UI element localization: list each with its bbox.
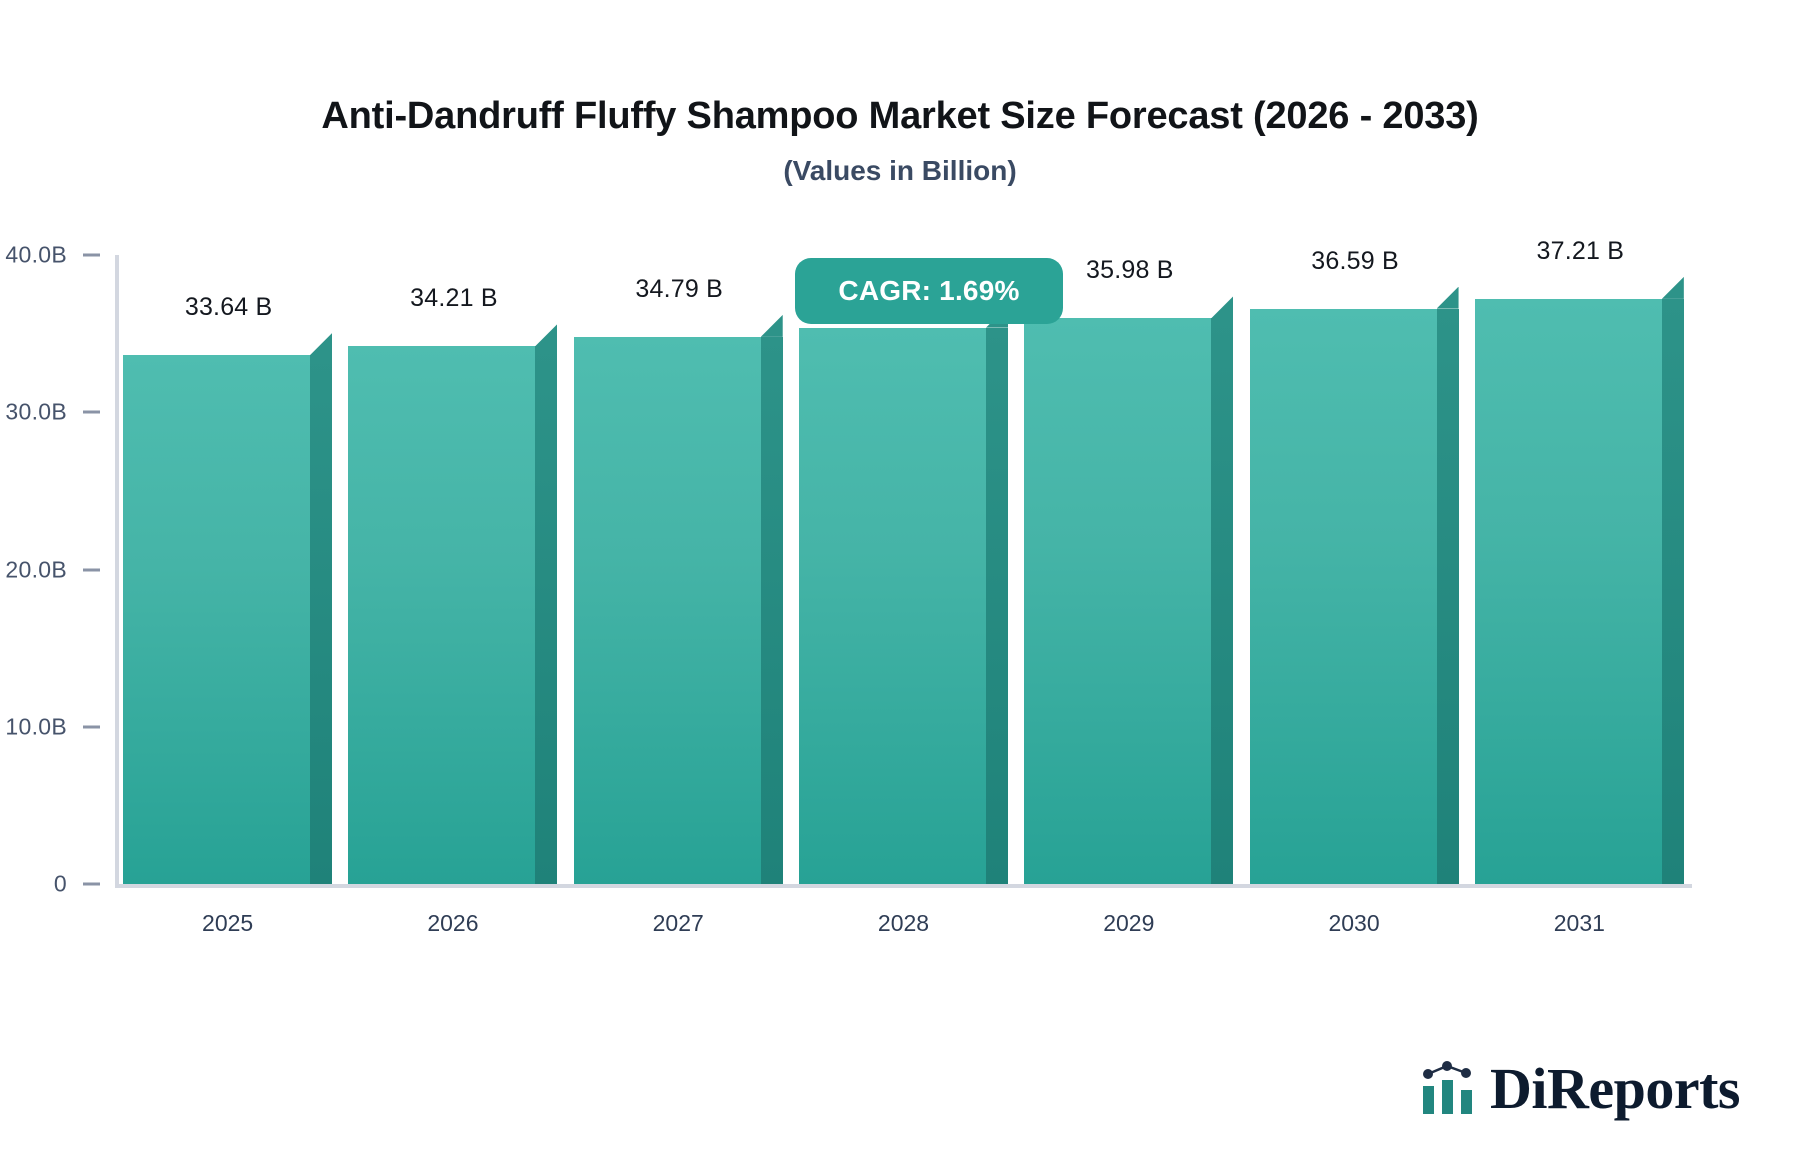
- bar-value-label: 37.21 B: [1536, 236, 1625, 265]
- bar-front-face: [1024, 318, 1212, 884]
- bar-side-face: [1211, 318, 1234, 884]
- bar-value-label: 36.59 B: [1311, 246, 1399, 275]
- bar[interactable]: [1249, 286, 1459, 884]
- x-axis-tick-label: 2027: [652, 910, 704, 936]
- bar[interactable]: [1474, 276, 1684, 884]
- bar-side-face: [310, 355, 333, 884]
- bar-side-face: [535, 346, 558, 884]
- bar[interactable]: [348, 324, 558, 884]
- bar-side-face: [760, 336, 783, 884]
- y-axis-tick-mark: [83, 568, 100, 571]
- bar-top-bevel: [310, 333, 333, 355]
- bar-chart-icon: [1422, 1061, 1472, 1114]
- bar-front-face: [123, 355, 311, 884]
- bar-value-label: 35.98 B: [1085, 256, 1174, 285]
- bar[interactable]: [1024, 296, 1234, 884]
- bar-top-bevel: [1211, 296, 1234, 319]
- bar-value-label: 33.64 B: [184, 293, 273, 321]
- x-axis-tick-label: 2029: [1103, 910, 1155, 936]
- y-axis-tick-label: 20.0B: [5, 556, 67, 582]
- bar-top-bevel: [760, 314, 783, 337]
- bar[interactable]: [123, 333, 333, 884]
- y-axis-tick-mark: [83, 882, 100, 886]
- y-axis-tick-label: 10.0B: [5, 713, 67, 740]
- bar-top-bevel: [1436, 286, 1459, 309]
- x-axis-tick-label: 2028: [877, 910, 930, 936]
- y-axis-line: [115, 255, 119, 886]
- cagr-badge: CAGR: 1.69%: [795, 258, 1063, 324]
- bar-value-label: 34.21 B: [410, 284, 498, 313]
- y-axis-tick-label: 30.0B: [5, 398, 67, 425]
- bar[interactable]: [799, 305, 1008, 884]
- y-axis-tick-mark: [83, 725, 100, 729]
- x-axis-tick-label: 2030: [1328, 910, 1380, 936]
- y-axis-tick-mark: [83, 253, 100, 257]
- bar-front-face: [799, 327, 986, 884]
- bar-side-face: [1661, 298, 1684, 884]
- bar-top-bevel: [535, 324, 558, 347]
- x-axis-tick-label: 2031: [1553, 910, 1605, 936]
- bar-side-face: [1436, 308, 1459, 884]
- y-axis-tick-label: 40.0B: [5, 241, 67, 268]
- title-block: Anti-Dandruff Fluffy Shampoo Market Size…: [0, 95, 1800, 187]
- bar-front-face: [573, 336, 761, 884]
- brand-logo: DiReports: [1420, 1055, 1741, 1121]
- bar-top-bevel: [1661, 276, 1684, 299]
- bar-front-face: [348, 346, 536, 884]
- x-axis-tick-label: 2025: [202, 910, 254, 936]
- chart-subtitle: (Values in Billion): [783, 154, 1017, 186]
- bar-front-face: [1474, 298, 1662, 884]
- cagr-badge-label: CAGR: 1.69%: [838, 275, 1020, 306]
- logo-text: DiReports: [1489, 1055, 1741, 1121]
- y-axis-tick-label: 0: [53, 870, 67, 897]
- bar-value-label: 34.79 B: [635, 274, 723, 303]
- bar-side-face: [986, 327, 1008, 884]
- page-title: Anti-Dandruff Fluffy Shampoo Market Size…: [321, 95, 1479, 137]
- y-axis-tick-mark: [83, 410, 100, 414]
- x-axis-tick-label: 2026: [427, 910, 479, 936]
- bar[interactable]: [573, 314, 783, 884]
- x-axis-baseline: [115, 884, 1692, 888]
- bar-front-face: [1249, 308, 1437, 884]
